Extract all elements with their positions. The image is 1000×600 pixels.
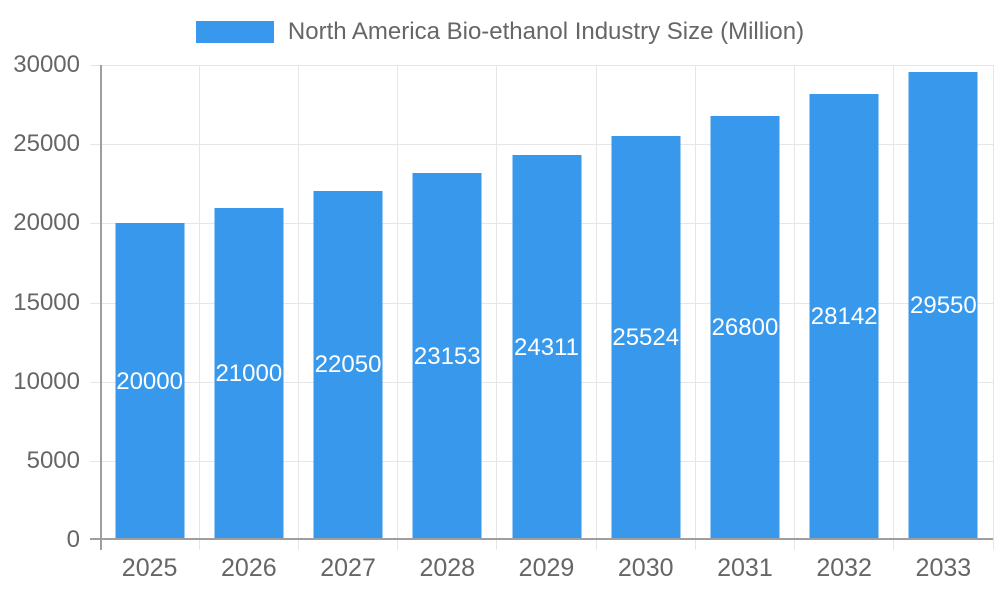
bar-2025[interactable]: 20000 (115, 223, 185, 540)
bar-value-label: 22050 (314, 351, 382, 379)
v-gridline (992, 65, 994, 550)
bar-2027[interactable]: 22050 (313, 190, 383, 540)
x-tick-label-2033: 2033 (915, 554, 972, 582)
y-tick-label: 25000 (13, 130, 80, 158)
x-tick-label-2032: 2032 (816, 554, 872, 582)
bar-2032[interactable]: 28142 (809, 94, 879, 540)
x-axis-line (90, 538, 993, 540)
v-gridline (496, 65, 498, 550)
x-tick-label-2025: 2025 (121, 554, 178, 582)
y-tick-label: 15000 (13, 288, 80, 316)
x-tick-label-2027: 2027 (320, 554, 376, 582)
v-gridline (297, 65, 299, 550)
x-tick-label-2028: 2028 (419, 554, 476, 582)
v-gridline (595, 65, 597, 550)
bar-2028[interactable]: 23153 (412, 173, 482, 540)
bar-value-label: 24311 (514, 333, 579, 361)
h-gridline (90, 144, 993, 146)
y-tick-label: 10000 (13, 367, 80, 395)
bar-value-label: 23153 (413, 342, 481, 370)
bar-2033[interactable]: 29550 (908, 72, 978, 540)
bar-value-label: 21000 (215, 359, 283, 387)
plot-area: 20000 21000 22050 23153 24311 25524 26800 28142… (90, 65, 994, 550)
bar-value-label: 25524 (612, 323, 680, 351)
y-tick-label: 5000 (26, 446, 80, 474)
y-tick-label: 30000 (13, 51, 80, 78)
y-tick-label: 0 (66, 526, 80, 553)
legend-label: North America Bio-ethanol Industry Size … (287, 18, 805, 45)
x-tick-label-2030: 2030 (617, 554, 674, 582)
x-tick-label-2029: 2029 (518, 554, 575, 582)
bar-value-label: 20000 (116, 367, 183, 395)
y-tick-label: 20000 (13, 209, 80, 237)
x-tick-label-2031: 2031 (717, 554, 773, 582)
chart-legend[interactable]: North America Bio-ethanol Industry Size … (0, 19, 1000, 45)
bar-2031[interactable]: 26800 (710, 115, 780, 540)
bar-value-label: 28142 (810, 303, 878, 331)
v-gridline (893, 65, 895, 550)
bar-value-label: 26800 (711, 313, 779, 341)
bar-value-label: 29550 (910, 292, 977, 320)
bar-2029[interactable]: 24311 (512, 155, 581, 540)
y-axis: 0 5000 10000 15000 20000 25000 30000 (0, 51, 80, 553)
x-axis: 2025 2026 2027 2028 2029 2030 2031 2032 2033 (100, 554, 993, 583)
h-gridline (90, 65, 993, 66)
x-tick-label-2026: 2026 (221, 554, 277, 582)
v-gridline (198, 65, 200, 550)
legend-swatch (195, 21, 274, 43)
v-gridline (397, 65, 399, 550)
v-gridline (694, 65, 696, 550)
bar-2026[interactable]: 21000 (214, 207, 284, 540)
v-gridline (794, 65, 796, 550)
y-axis-line (100, 65, 102, 550)
bar-2030[interactable]: 25524 (611, 135, 681, 540)
